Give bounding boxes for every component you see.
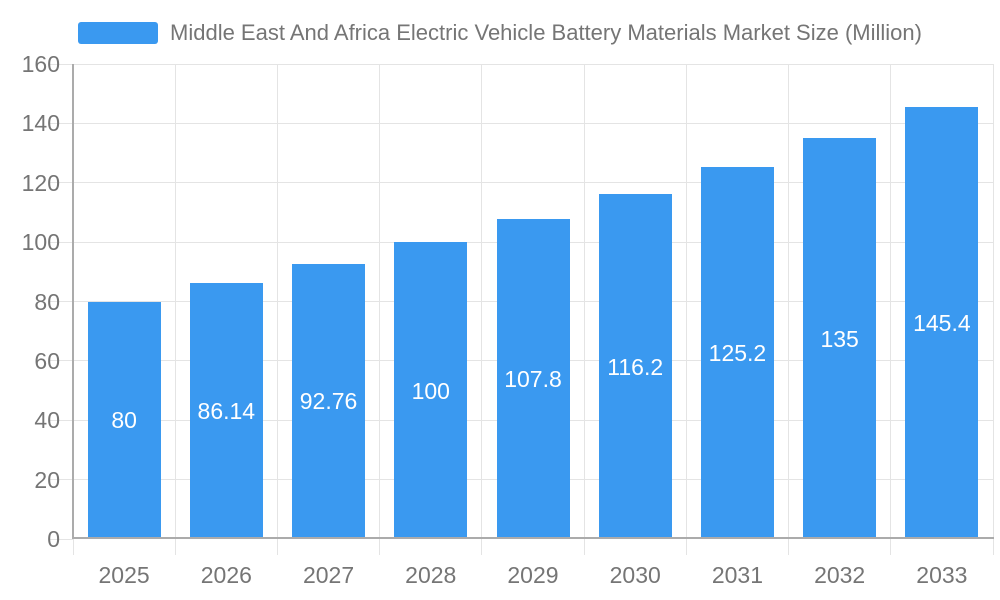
x-axis-tick-label: 2030 <box>609 562 661 588</box>
gridline-horizontal <box>73 182 993 184</box>
bar-2028[interactable] <box>394 242 468 537</box>
gridline-vertical <box>379 64 381 539</box>
gridline-vertical <box>583 64 585 539</box>
bar-2026[interactable] <box>189 283 263 537</box>
y-axis-tick-label: 140 <box>21 110 60 137</box>
y-axis-tick-label: 0 <box>47 526 60 552</box>
y-axis-tick-label: 160 <box>21 51 60 77</box>
bar-value-label: 100 <box>411 377 450 404</box>
gridline-vertical <box>685 64 687 539</box>
gridline-horizontal <box>73 63 993 65</box>
x-axis-tick-label: 2029 <box>507 562 559 588</box>
x-axis-tick-label: 2027 <box>302 562 355 588</box>
y-axis-tick <box>49 241 73 243</box>
bar-2025[interactable] <box>87 301 161 537</box>
legend-swatch <box>78 22 159 44</box>
x-axis-line <box>72 537 994 539</box>
y-axis-tick-label: 100 <box>21 229 60 256</box>
x-axis-tick-label: 2031 <box>711 562 764 588</box>
y-axis-line <box>72 64 74 539</box>
x-axis-tick <box>174 539 176 555</box>
bar-value-label: 80 <box>111 407 137 434</box>
y-axis-tick-label: 20 <box>34 466 60 493</box>
y-axis-tick <box>49 360 73 362</box>
y-axis-tick <box>49 301 73 302</box>
x-axis-tick-label: 2033 <box>916 562 968 588</box>
x-axis-tick <box>992 539 994 555</box>
bar-2031[interactable] <box>700 167 774 537</box>
y-axis-tick <box>49 182 73 184</box>
bar-value-label: 135 <box>820 325 859 352</box>
y-axis-tick <box>49 419 73 421</box>
bar-value-label: 145.4 <box>913 310 971 337</box>
x-axis-tick-label: 2028 <box>405 562 457 588</box>
gridline-vertical <box>276 64 278 539</box>
legend-title: Middle East And Africa Electric Vehicle … <box>170 20 922 45</box>
x-axis-tick-label: 2032 <box>814 562 866 588</box>
bar-value-label: 107.8 <box>504 365 562 392</box>
bar-value-label: 116.2 <box>607 353 664 380</box>
bar-value-label: 125.2 <box>708 340 767 367</box>
gridline-vertical <box>481 64 483 539</box>
x-axis-tick-label: 2025 <box>98 562 150 588</box>
bar-2027[interactable] <box>292 263 366 537</box>
x-axis-tick <box>890 539 892 555</box>
y-axis-tick <box>49 63 73 65</box>
x-axis-tick <box>72 539 74 555</box>
x-axis-tick <box>583 539 585 555</box>
x-axis-tick <box>685 539 687 555</box>
x-axis-tick <box>788 539 790 555</box>
gridline-vertical <box>174 64 176 539</box>
y-axis-tick-label: 80 <box>34 288 60 315</box>
gridline-vertical <box>788 64 790 539</box>
legend[interactable]: Middle East And Africa Electric Vehicle … <box>0 20 1000 46</box>
y-axis-tick-label: 60 <box>34 347 60 374</box>
bar-2032[interactable] <box>803 138 877 537</box>
bar-value-label: 92.76 <box>299 388 358 415</box>
y-axis-tick <box>49 122 73 124</box>
x-axis-tick <box>481 539 483 555</box>
gridline-vertical <box>992 64 994 539</box>
y-axis-tick-label: 120 <box>21 169 60 196</box>
x-axis-tick <box>379 539 381 555</box>
x-axis-tick-label: 2026 <box>200 562 252 588</box>
x-axis-tick <box>276 539 278 555</box>
y-axis-tick <box>49 479 73 481</box>
y-axis-tick-label: 40 <box>34 407 60 434</box>
gridline-vertical <box>890 64 892 539</box>
y-axis-tick <box>49 538 73 540</box>
bar-value-label: 86.14 <box>197 398 256 425</box>
bar-2029[interactable] <box>496 218 570 537</box>
bar-2030[interactable] <box>598 194 672 537</box>
gridline-horizontal <box>73 122 993 124</box>
bar-2033[interactable] <box>905 107 979 537</box>
